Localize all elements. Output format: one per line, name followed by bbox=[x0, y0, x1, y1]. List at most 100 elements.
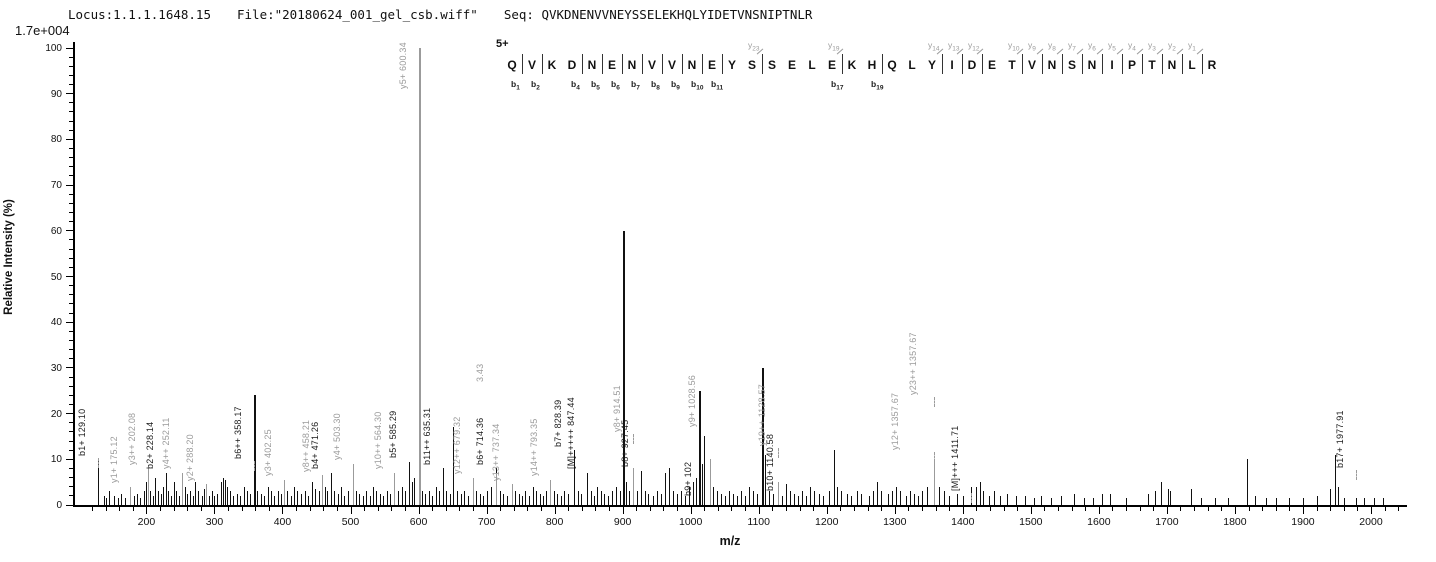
peak bbox=[528, 495, 530, 505]
peak bbox=[347, 491, 349, 505]
x-tick-label: 800 bbox=[545, 516, 564, 528]
peak bbox=[103, 495, 105, 505]
peak bbox=[257, 491, 259, 505]
residue: E bbox=[787, 58, 796, 72]
cleavage-marker bbox=[642, 54, 643, 74]
y-tick bbox=[69, 440, 73, 442]
y-tick bbox=[69, 266, 73, 268]
peak bbox=[483, 495, 485, 505]
x-tick bbox=[500, 507, 502, 511]
y-tick bbox=[69, 376, 73, 378]
x-tick bbox=[853, 507, 855, 511]
peak bbox=[917, 495, 919, 505]
peak bbox=[652, 495, 654, 505]
peak bbox=[1041, 495, 1043, 505]
x-tick bbox=[1180, 507, 1182, 511]
residue: K bbox=[547, 58, 557, 72]
peak bbox=[1167, 489, 1169, 505]
x-tick-label: 1300 bbox=[883, 516, 907, 528]
x-tick bbox=[704, 507, 706, 511]
peak-label: [M]+++ 1411.71 bbox=[949, 425, 960, 492]
peak bbox=[877, 482, 879, 505]
peak bbox=[359, 493, 361, 505]
peak-b-ion bbox=[496, 468, 498, 505]
y-tick bbox=[69, 403, 73, 405]
peak bbox=[732, 493, 734, 505]
peak bbox=[645, 491, 647, 505]
peak bbox=[881, 491, 883, 505]
leader-line bbox=[254, 461, 256, 472]
leader-line bbox=[778, 447, 780, 458]
peak bbox=[757, 493, 759, 505]
peak-label: y14++ 793.35 bbox=[529, 418, 540, 477]
peak bbox=[1007, 493, 1009, 505]
y-tick bbox=[69, 56, 73, 58]
peak-label: y12++ 679.32 bbox=[451, 416, 462, 474]
x-tick bbox=[962, 507, 964, 514]
peak bbox=[428, 491, 430, 505]
y-tick bbox=[69, 394, 73, 396]
peak bbox=[685, 495, 687, 505]
residue: N bbox=[687, 58, 697, 72]
x-tick-label: 700 bbox=[477, 516, 496, 528]
leader-line bbox=[934, 452, 935, 463]
peak-b-ion bbox=[786, 484, 788, 505]
peak bbox=[619, 491, 621, 505]
peak bbox=[201, 495, 203, 505]
cleavage-marker bbox=[962, 54, 963, 74]
x-tick bbox=[772, 507, 774, 511]
peak bbox=[227, 486, 229, 505]
cleavage-marker bbox=[682, 54, 683, 74]
x-tick-label: 300 bbox=[205, 516, 224, 528]
peak bbox=[1190, 489, 1192, 505]
y-ion-label: y13 bbox=[948, 40, 960, 53]
x-tick bbox=[527, 507, 529, 511]
peak bbox=[1265, 498, 1267, 505]
y-tick bbox=[69, 349, 73, 351]
peak bbox=[1034, 498, 1036, 505]
leader-line bbox=[934, 397, 935, 408]
peak-y-ion bbox=[418, 48, 421, 505]
x-tick bbox=[1126, 507, 1128, 511]
peak bbox=[590, 491, 592, 505]
residue: L bbox=[808, 58, 816, 72]
peak bbox=[790, 491, 791, 505]
peak bbox=[232, 495, 234, 505]
peak bbox=[386, 491, 388, 505]
peak bbox=[594, 495, 596, 505]
peak bbox=[798, 495, 800, 505]
y-tick bbox=[69, 358, 73, 360]
peak bbox=[693, 482, 695, 505]
peak bbox=[297, 491, 299, 505]
x-tick-label: 200 bbox=[137, 516, 156, 528]
peak bbox=[983, 491, 985, 505]
peak bbox=[868, 495, 870, 505]
peak-y-ion bbox=[322, 475, 324, 505]
peak bbox=[713, 486, 715, 505]
peak bbox=[664, 473, 666, 505]
peak bbox=[622, 230, 625, 505]
peak bbox=[543, 495, 545, 505]
x-tick bbox=[364, 507, 366, 511]
x-tick bbox=[1153, 507, 1155, 511]
peak bbox=[479, 493, 481, 505]
peak bbox=[1126, 498, 1128, 505]
peak-label: b9+ 102 bbox=[683, 461, 694, 496]
peak bbox=[192, 495, 194, 505]
peak bbox=[300, 493, 302, 505]
x-axis-title: m/z bbox=[719, 534, 741, 548]
y-tick bbox=[66, 321, 73, 323]
x-tick bbox=[1139, 507, 1141, 511]
peak bbox=[337, 493, 339, 505]
y-tick-label: 10 bbox=[50, 454, 62, 466]
x-tick bbox=[813, 507, 815, 511]
y-tick bbox=[69, 257, 73, 259]
residue: V bbox=[1027, 58, 1036, 72]
y-tick-label: 20 bbox=[50, 408, 62, 420]
b-ion-label: b9 bbox=[671, 79, 680, 92]
x-tick-label: 1400 bbox=[951, 516, 975, 528]
peak bbox=[1228, 498, 1230, 505]
peak bbox=[432, 495, 434, 505]
x-tick bbox=[268, 507, 270, 511]
peak-label: y1+ 175.12 bbox=[108, 436, 119, 484]
